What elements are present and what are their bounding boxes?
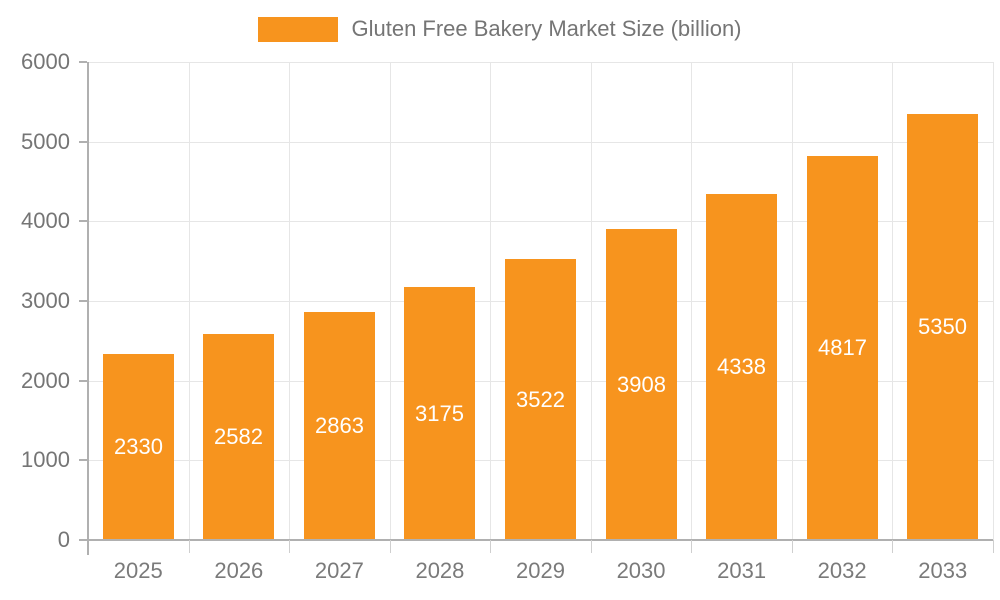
bar-value-label: 4338 xyxy=(717,354,766,379)
bar-2029[interactable]: 3522 xyxy=(505,259,576,540)
v-gridline xyxy=(792,62,793,540)
bar-value-label: 2330 xyxy=(114,434,163,459)
v-gridline xyxy=(892,62,893,540)
legend: Gluten Free Bakery Market Size (billion) xyxy=(0,16,1000,42)
x-axis-tick xyxy=(993,540,994,553)
bar-value-label: 3522 xyxy=(516,386,565,412)
bar-value-label: 5350 xyxy=(918,314,967,339)
x-axis-tick xyxy=(792,540,793,553)
bar-2026[interactable]: 2582 xyxy=(203,334,274,540)
y-axis-tick xyxy=(79,300,87,302)
bar-2025[interactable]: 2330 xyxy=(103,354,174,540)
bar-value-label: 2863 xyxy=(315,413,364,438)
y-axis-tick xyxy=(79,539,87,541)
v-gridline xyxy=(691,62,692,540)
x-axis-label-2028: 2028 xyxy=(415,558,465,583)
x-axis-label-2026: 2026 xyxy=(214,558,264,583)
y-axis-line xyxy=(87,62,89,555)
x-axis-label-2031: 2031 xyxy=(717,558,767,583)
legend-swatch-icon xyxy=(258,16,339,42)
x-axis-tick xyxy=(390,540,391,553)
bar-value-label: 4817 xyxy=(818,335,867,360)
x-axis-tick xyxy=(189,540,190,553)
y-axis-tick xyxy=(79,459,87,461)
bar-2033[interactable]: 5350 xyxy=(907,114,978,540)
y-axis-label: 4000 xyxy=(21,208,70,234)
y-axis-tick xyxy=(79,141,87,143)
x-axis-tick xyxy=(490,540,491,553)
x-axis-label-2032: 2032 xyxy=(817,558,867,583)
x-axis-tick xyxy=(289,540,290,553)
y-axis-label: 3000 xyxy=(21,288,70,313)
bar-2028[interactable]: 3175 xyxy=(404,287,475,540)
y-axis-tick xyxy=(79,380,87,382)
y-axis-tick xyxy=(79,220,87,222)
x-axis-label-2025: 2025 xyxy=(113,558,163,583)
y-axis-label: 2000 xyxy=(21,367,70,393)
v-gridline xyxy=(189,62,190,540)
bar-value-label: 3175 xyxy=(415,400,464,426)
plot-area: 2330 2582 2863 3175 3522 3908 4338 4817 5350 xyxy=(88,62,994,540)
y-axis-label: 6000 xyxy=(21,49,70,74)
y-axis-tick xyxy=(79,61,87,63)
legend-item[interactable]: Gluten Free Bakery Market Size (billion) xyxy=(258,16,742,42)
x-axis-line xyxy=(79,539,993,541)
v-gridline xyxy=(390,62,391,540)
h-gridline xyxy=(88,62,993,63)
x-axis-label-2033: 2033 xyxy=(918,558,968,583)
v-gridline xyxy=(591,62,592,540)
bar-2030[interactable]: 3908 xyxy=(606,229,677,540)
x-axis-tick xyxy=(691,540,692,553)
x-axis-label-2027: 2027 xyxy=(314,558,364,583)
h-gridline xyxy=(88,221,993,223)
y-axis-label: 0 xyxy=(57,527,70,552)
y-axis-label: 5000 xyxy=(21,128,70,154)
bar-2032[interactable]: 4817 xyxy=(807,156,878,540)
bar-value-label: 3908 xyxy=(617,371,666,397)
x-axis-tick xyxy=(892,540,893,553)
bar-value-label: 2582 xyxy=(214,424,263,449)
v-gridline xyxy=(490,62,491,540)
bar-2027[interactable]: 2863 xyxy=(304,312,375,540)
bar-2031[interactable]: 4338 xyxy=(706,194,777,540)
y-axis-label: 1000 xyxy=(21,447,70,473)
x-axis-label-2029: 2029 xyxy=(516,558,565,583)
v-gridline xyxy=(289,62,290,540)
x-axis-label-2030: 2030 xyxy=(616,558,666,583)
v-gridline xyxy=(993,62,994,540)
legend-label: Gluten Free Bakery Market Size (billion) xyxy=(351,16,742,41)
h-gridline xyxy=(88,141,993,143)
x-axis-tick xyxy=(591,540,592,553)
